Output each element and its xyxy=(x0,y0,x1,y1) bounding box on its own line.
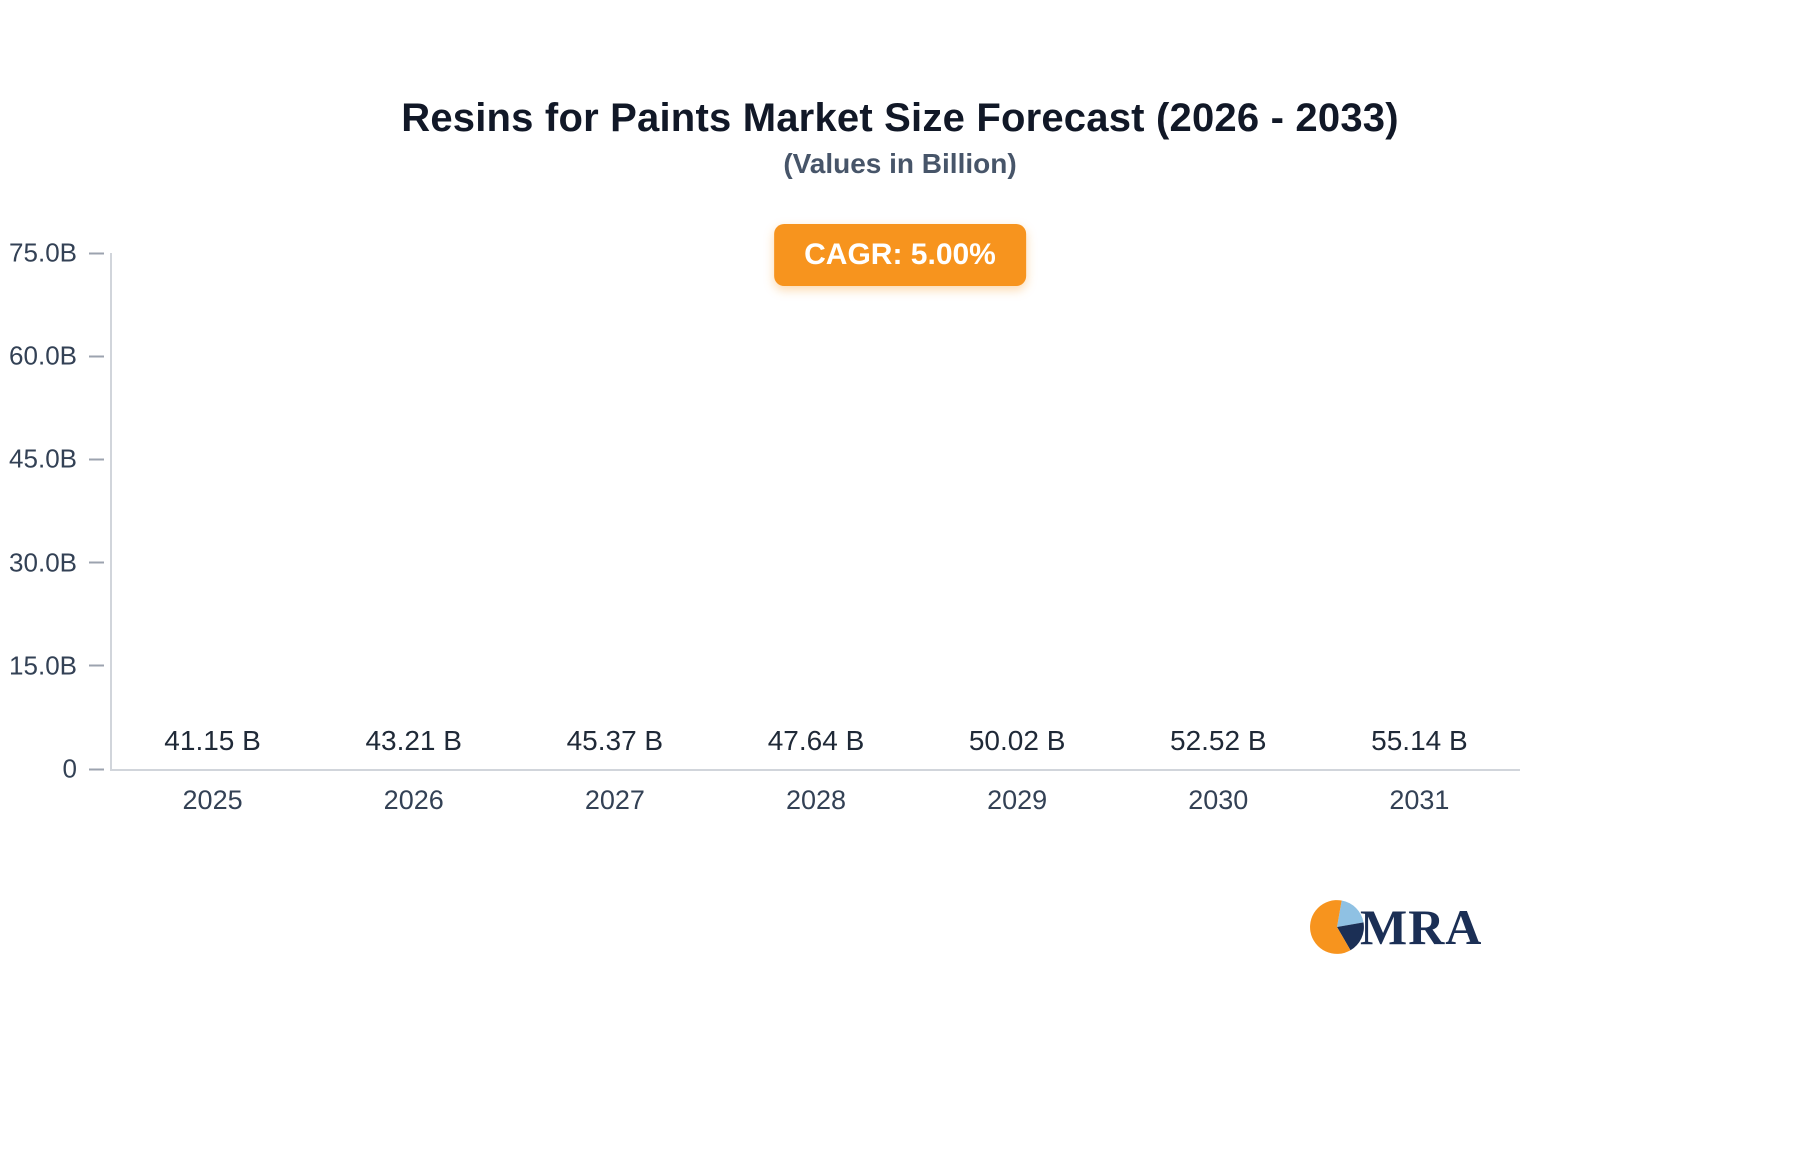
y-tick-label: 15.0B xyxy=(9,650,77,681)
y-tick: 75.0B xyxy=(5,238,112,269)
y-tick-mark xyxy=(89,252,104,254)
bar-value-label: 47.64 B xyxy=(767,725,865,756)
y-tick: 60.0B xyxy=(5,341,112,372)
x-axis-label-2026: 2026 xyxy=(383,785,444,815)
y-tick-label: 75.0B xyxy=(9,237,77,268)
chart-plot: 75.0B 60.0B 45.0B 30.0B 15.0B 0 41.15 B 43.21 … xyxy=(9,238,1520,815)
y-tick-label: 0 xyxy=(62,753,77,784)
x-axis-labels: 2025 2026 2027 2028 2029 2030 2031 xyxy=(112,785,1520,816)
bar-value-label: 50.02 B xyxy=(968,725,1066,756)
x-axis-label-2029: 2029 xyxy=(987,785,1048,815)
bar-value-label: 43.21 B xyxy=(365,725,462,756)
x-axis-label-2025: 2025 xyxy=(182,785,243,815)
cagr-label: CAGR: 5.00% xyxy=(804,238,996,271)
cagr-badge: CAGR: 5.00% xyxy=(774,224,1026,286)
bar-value-label: 45.37 B xyxy=(566,725,664,756)
y-tick-mark xyxy=(89,355,104,358)
y-tick-mark xyxy=(89,664,104,667)
bar-value-label: 52.52 B xyxy=(1170,725,1267,756)
y-tick-mark xyxy=(89,561,104,564)
x-axis-label-2028: 2028 xyxy=(785,785,847,815)
brand-logo-text: MRA xyxy=(1360,899,1483,955)
x-axis-label-2030: 2030 xyxy=(1188,785,1249,815)
y-tick: 30.0B xyxy=(5,547,112,578)
brand-logo: MRA xyxy=(1308,898,1482,956)
y-tick: 45.0B xyxy=(5,444,112,475)
pie-chart-icon xyxy=(1310,900,1364,954)
x-axis-label-2027: 2027 xyxy=(584,785,645,815)
y-tick-mark xyxy=(89,768,104,770)
y-tick-mark xyxy=(89,458,104,461)
chart-subtitle: (Values in Billion) xyxy=(783,148,1017,179)
chart-title: Resins for Paints Market Size Forecast (… xyxy=(401,96,1399,140)
y-tick-label: 30.0B xyxy=(9,547,77,578)
y-tick-label: 60.0B xyxy=(9,340,77,371)
y-tick-label: 45.0B xyxy=(9,443,77,474)
bars-row: 41.15 B 43.21 B 45.37 B 47.64 B 50.02 B 52.52… xyxy=(112,253,1520,769)
bar-value-label: 41.15 B xyxy=(164,725,261,756)
x-axis-label-2031: 2031 xyxy=(1389,785,1450,815)
bar-value-label: 55.14 B xyxy=(1371,725,1468,756)
y-tick: 0 xyxy=(5,754,112,785)
y-tick: 15.0B xyxy=(5,650,112,681)
